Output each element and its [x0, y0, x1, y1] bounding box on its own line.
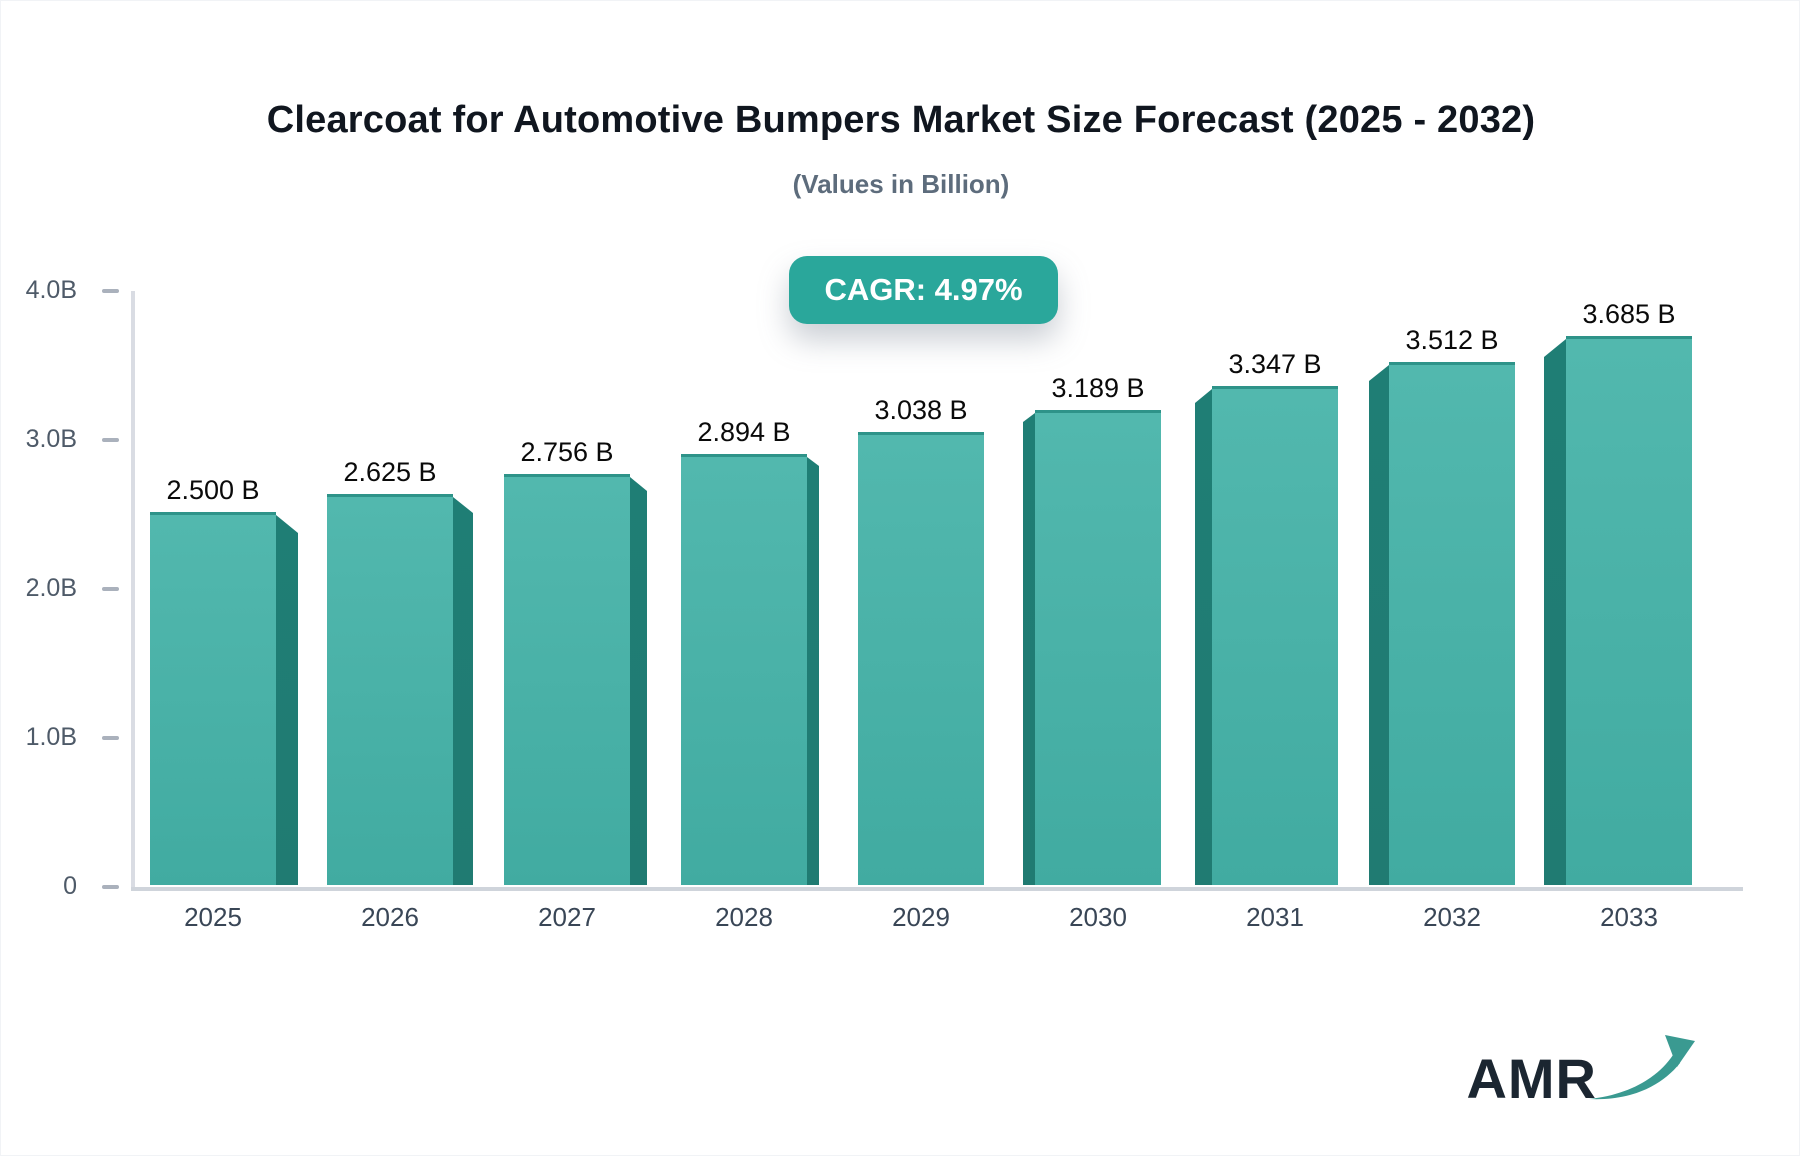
- y-tick-dash: [102, 885, 119, 889]
- bar-2027: 2.756 B 2027: [504, 437, 647, 932]
- bar-2032: 3.512 B 2032: [1369, 325, 1515, 932]
- y-axis-line: [131, 291, 135, 887]
- x-axis-label: 2030: [1069, 902, 1127, 932]
- bar-2028: 2.894 B 2028: [681, 417, 819, 932]
- bar-3d-side: [630, 477, 647, 885]
- bar-value-label: 3.685 B: [1582, 299, 1676, 329]
- bar-value-label: 3.038 B: [874, 395, 968, 425]
- x-axis-label: 2027: [538, 902, 596, 932]
- bar-value-label: 2.894 B: [697, 417, 791, 447]
- x-axis-label: 2025: [184, 902, 242, 932]
- y-tick-dash: [102, 587, 119, 591]
- y-tick-dash: [102, 736, 119, 740]
- bar-value-label: 2.756 B: [520, 437, 614, 467]
- page-title: Clearcoat for Automotive Bumpers Market …: [266, 99, 1536, 141]
- y-tick-label: 1.0B: [25, 723, 77, 751]
- bar-2033: 3.685 B 2033: [1544, 299, 1692, 932]
- growth-arrow-icon: [1589, 1035, 1695, 1100]
- y-tick-dash: [102, 438, 119, 442]
- bar-3d-side: [1195, 389, 1212, 885]
- x-axis-label: 2029: [892, 902, 950, 932]
- bar-3d-side: [453, 497, 473, 885]
- x-axis-label: 2026: [361, 902, 419, 932]
- bar-value-label: 2.500 B: [166, 475, 260, 505]
- bar-value-label: 3.189 B: [1051, 373, 1145, 403]
- amr-logo: AMR: [1466, 1029, 1699, 1107]
- x-axis-label: 2032: [1423, 902, 1481, 932]
- bar-2026: 2.625 B 2026: [327, 457, 473, 932]
- bar-3d-side: [1544, 339, 1566, 885]
- x-axis-label: 2028: [715, 902, 773, 932]
- bar-value-label: 2.625 B: [343, 457, 437, 487]
- x-axis-label: 2033: [1600, 902, 1658, 932]
- y-tick-label: 4.0B: [25, 276, 77, 304]
- bar-3d-side: [1369, 365, 1389, 885]
- chart-subtitle: (Values in Billion): [792, 169, 1010, 199]
- bar-2025: 2.500 B 2025: [150, 475, 298, 932]
- cagr-badge: CAGR: 4.97%: [789, 256, 1058, 324]
- x-axis-baseline: [131, 887, 1743, 891]
- bar-2030: 3.189 B 2030: [1023, 373, 1161, 932]
- bar-3d-side: [1023, 413, 1035, 885]
- cagr-badge-label: CAGR: 4.97%: [824, 272, 1023, 307]
- amr-logo-text: AMR: [1466, 1047, 1597, 1110]
- y-tick-label: 0: [63, 872, 77, 900]
- bar-3d-side: [276, 515, 298, 885]
- bar-2029: 3.038 B 2029: [858, 395, 984, 932]
- bar-value-label: 3.512 B: [1405, 325, 1499, 355]
- x-axis-label: 2031: [1246, 902, 1304, 932]
- y-tick-label: 2.0B: [25, 574, 77, 602]
- bar-3d-side: [807, 457, 819, 885]
- y-tick-label: 3.0B: [25, 425, 77, 453]
- y-tick-dash: [102, 289, 119, 293]
- bar-value-label: 3.347 B: [1228, 349, 1322, 379]
- bar-2031: 3.347 B 2031: [1195, 349, 1338, 932]
